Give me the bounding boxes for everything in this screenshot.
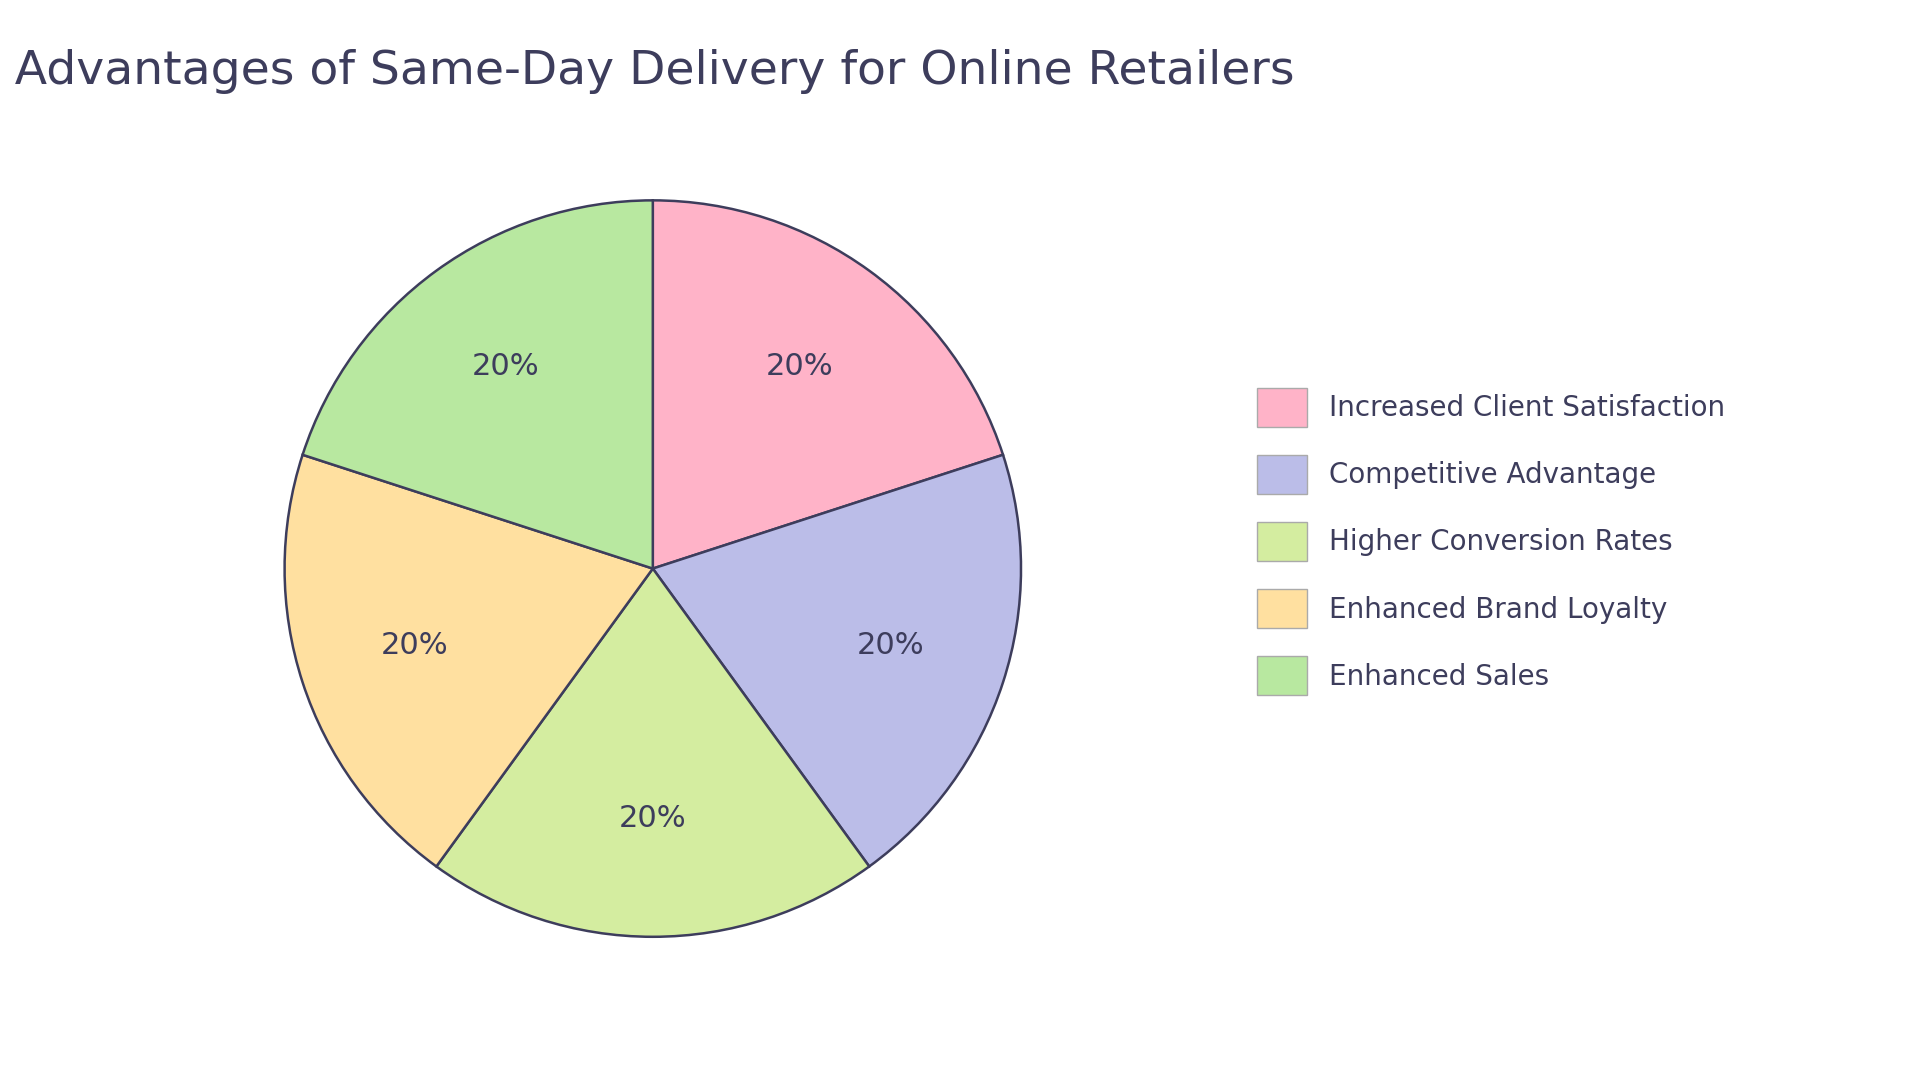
Wedge shape bbox=[653, 455, 1021, 866]
Wedge shape bbox=[653, 200, 1002, 569]
Text: 20%: 20% bbox=[856, 631, 925, 661]
Wedge shape bbox=[303, 200, 653, 569]
Wedge shape bbox=[284, 455, 653, 866]
Text: 20%: 20% bbox=[766, 352, 833, 380]
Text: Key Advantages of Same-Day Delivery for Online Retailers: Key Advantages of Same-Day Delivery for … bbox=[0, 49, 1294, 94]
Legend: Increased Client Satisfaction, Competitive Advantage, Higher Conversion Rates, E: Increased Client Satisfaction, Competiti… bbox=[1242, 374, 1740, 709]
Text: 20%: 20% bbox=[618, 805, 687, 834]
Text: 20%: 20% bbox=[380, 631, 449, 661]
Text: 20%: 20% bbox=[472, 352, 540, 380]
Wedge shape bbox=[436, 569, 870, 937]
